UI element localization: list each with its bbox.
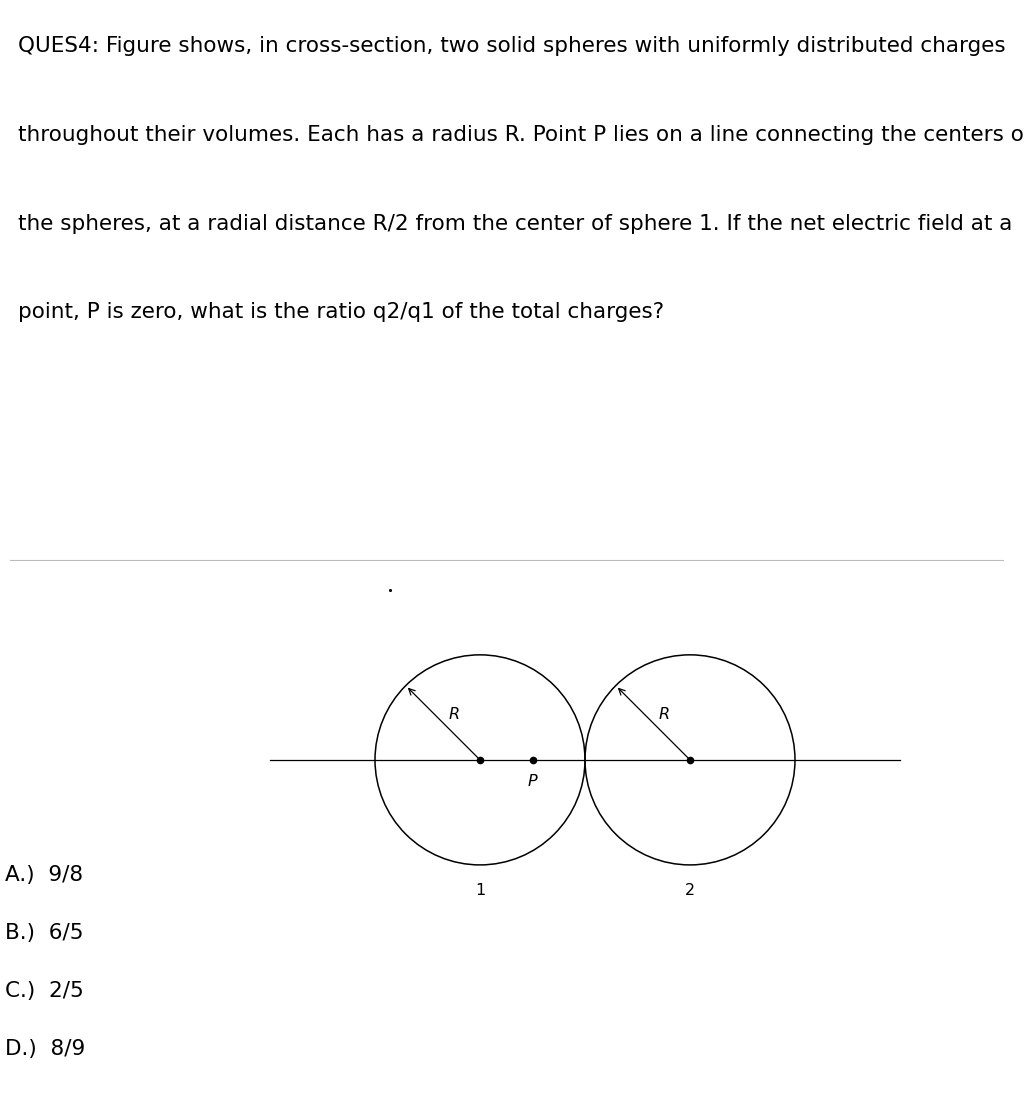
Text: B.)  6/5: B.) 6/5 <box>5 923 84 943</box>
Text: 2: 2 <box>685 883 695 898</box>
Text: R: R <box>449 708 460 722</box>
Text: the spheres, at a radial distance R/2 from the center of sphere 1. If the net el: the spheres, at a radial distance R/2 fr… <box>18 214 1013 234</box>
Text: throughout their volumes. Each has a radius R. Point P lies on a line connecting: throughout their volumes. Each has a rad… <box>18 125 1024 144</box>
Text: QUES4: Figure shows, in cross-section, two solid spheres with uniformly distribu: QUES4: Figure shows, in cross-section, t… <box>18 37 1006 56</box>
Text: R: R <box>658 708 670 722</box>
Text: P: P <box>527 774 538 788</box>
Text: point, P is zero, what is the ratio q2/q1 of the total charges?: point, P is zero, what is the ratio q2/q… <box>18 302 665 323</box>
Text: C.)  2/5: C.) 2/5 <box>5 981 84 1001</box>
Text: A.)  9/8: A.) 9/8 <box>5 865 83 885</box>
Text: D.)  8/9: D.) 8/9 <box>5 1039 85 1060</box>
Text: 1: 1 <box>475 883 485 898</box>
